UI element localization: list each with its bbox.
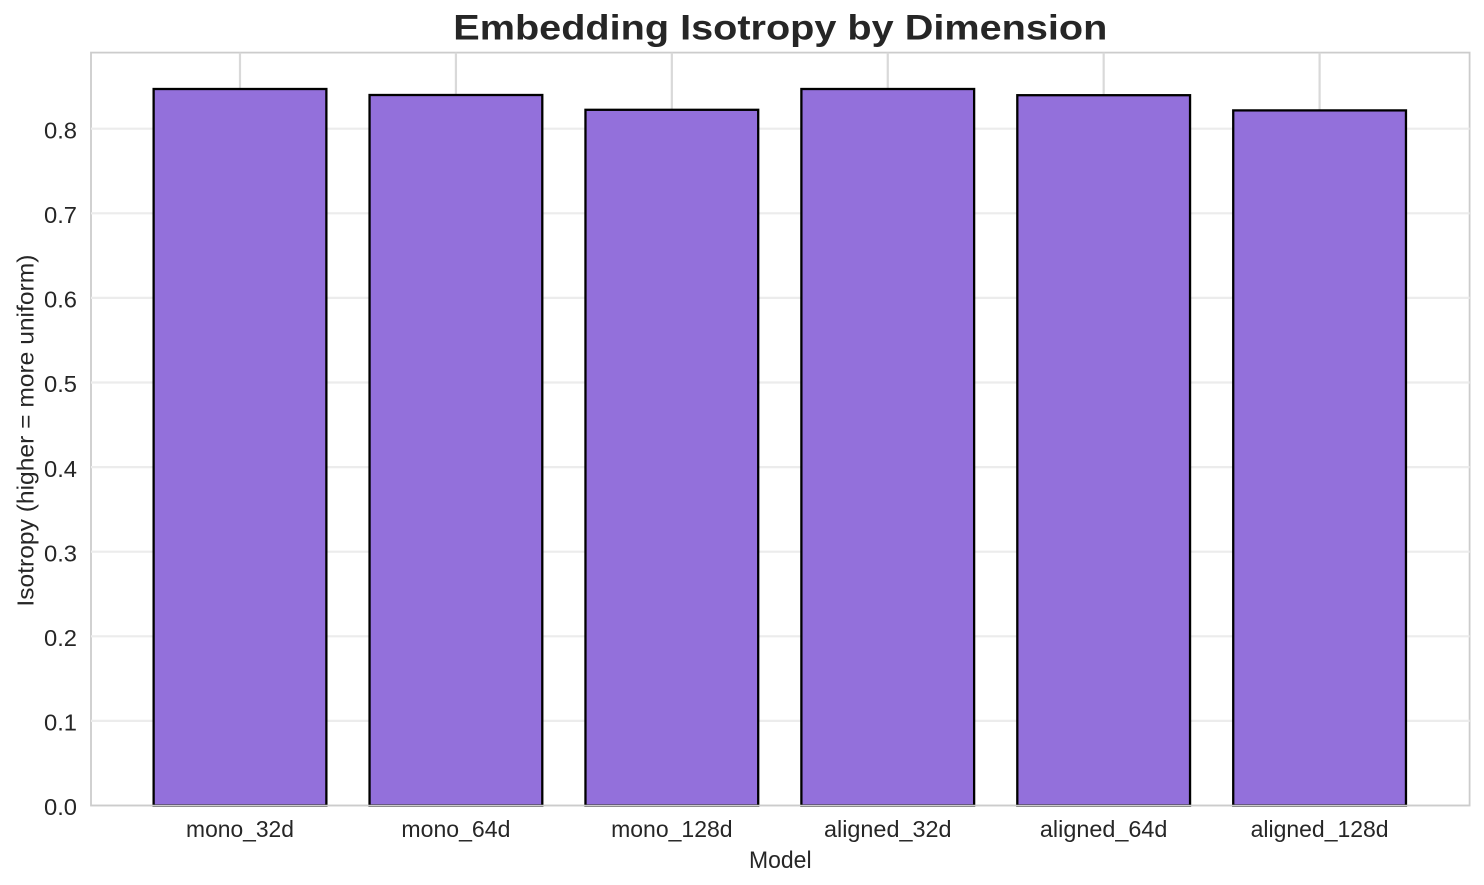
svg-text:aligned_128d: aligned_128d [1251, 816, 1389, 842]
svg-text:0.2: 0.2 [44, 625, 77, 651]
svg-text:0.3: 0.3 [44, 540, 77, 566]
svg-text:0.1: 0.1 [44, 710, 77, 736]
svg-text:mono_64d: mono_64d [401, 816, 510, 842]
svg-text:0.5: 0.5 [44, 371, 77, 397]
svg-text:Isotropy (higher = more unifor: Isotropy (higher = more uniform) [13, 255, 39, 607]
svg-text:0.0: 0.0 [44, 794, 77, 820]
svg-text:aligned_32d: aligned_32d [824, 816, 952, 842]
svg-text:mono_32d: mono_32d [186, 816, 294, 842]
svg-text:0.6: 0.6 [44, 287, 77, 313]
svg-text:0.8: 0.8 [44, 117, 77, 143]
svg-text:Model: Model [749, 847, 812, 874]
svg-text:0.4: 0.4 [44, 456, 77, 482]
svg-text:0.7: 0.7 [44, 202, 77, 228]
svg-text:Embedding Isotropy by Dimensio: Embedding Isotropy by Dimension [453, 9, 1107, 48]
svg-text:aligned_64d: aligned_64d [1040, 816, 1168, 842]
svg-text:mono_128d: mono_128d [611, 816, 733, 842]
